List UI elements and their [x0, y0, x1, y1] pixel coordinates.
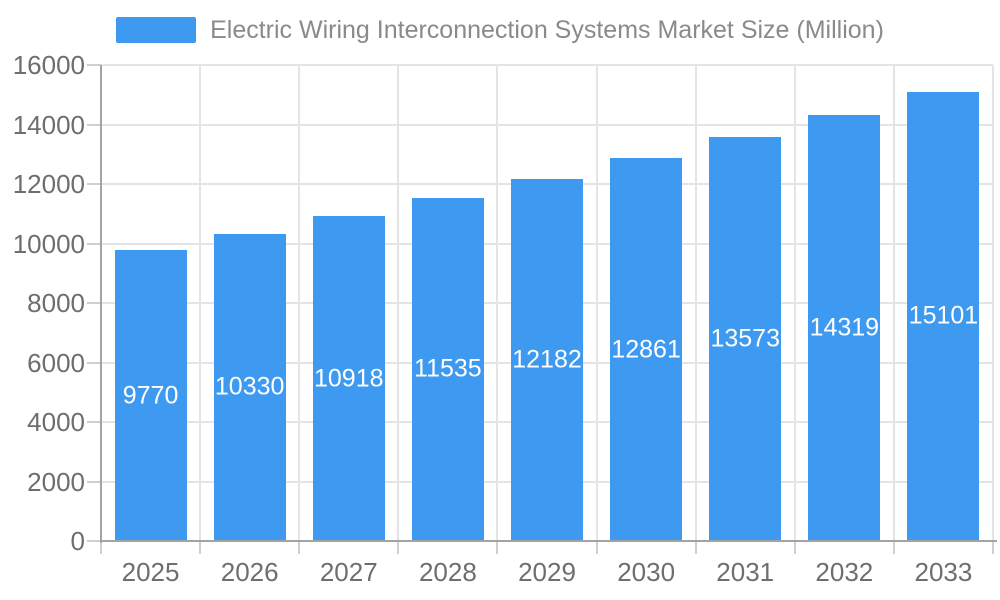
bar-2032[interactable]: 14319: [808, 115, 881, 541]
x-tick-label: 2033: [914, 557, 973, 587]
y-tick-label: 14000: [12, 109, 85, 140]
y-axis-tick: [87, 361, 101, 364]
y-tick-label: 0: [70, 526, 85, 556]
v-gridline: [397, 65, 400, 541]
y-tick-label: 12000: [12, 169, 85, 199]
x-axis-tick: [793, 541, 796, 554]
x-axis-tick: [892, 541, 895, 554]
v-gridline: [892, 65, 895, 541]
h-gridline: [101, 123, 993, 126]
y-axis-tick: [87, 540, 101, 542]
x-tick-label: 2025: [121, 557, 180, 587]
v-gridline: [694, 65, 697, 541]
bar-2030[interactable]: 12861: [610, 158, 683, 541]
bar-value-label: 11535: [414, 354, 482, 383]
v-gridline: [793, 65, 796, 541]
bar-value-label: 10918: [314, 364, 384, 393]
x-axis-tick: [397, 541, 400, 554]
x-axis-tick: [100, 541, 102, 554]
y-tick-label: 8000: [27, 288, 85, 318]
x-tick-label: 2026: [220, 557, 279, 587]
x-axis-tick: [496, 541, 499, 554]
y-axis-tick: [87, 242, 101, 245]
bar-2029[interactable]: 12182: [511, 178, 583, 541]
bar-value-label: 12182: [512, 345, 582, 374]
bar-2025[interactable]: 9770: [114, 250, 187, 541]
x-axis-tick: [298, 541, 301, 554]
bar-value-label: 10330: [214, 372, 285, 401]
x-tick-label: 2030: [617, 557, 676, 587]
bar-2026[interactable]: 10330: [213, 233, 286, 541]
y-axis-line: [100, 65, 102, 543]
x-axis-line: [100, 540, 997, 542]
bar-2028[interactable]: 11535: [411, 197, 484, 541]
y-axis-tick: [87, 183, 101, 185]
x-axis-tick: [992, 541, 994, 554]
y-axis-tick: [87, 421, 101, 423]
x-tick-label: 2032: [815, 557, 874, 587]
x-axis-tick: [694, 541, 697, 554]
y-tick-label: 2000: [27, 466, 85, 497]
x-tick-label: 2027: [319, 557, 378, 587]
bar-2031[interactable]: 13573: [709, 137, 782, 541]
y-axis-tick: [87, 64, 101, 66]
v-gridline: [199, 65, 202, 541]
x-axis-tick: [199, 541, 202, 554]
x-tick-label: 2031: [716, 557, 775, 587]
y-axis-tick: [87, 480, 101, 483]
bar-value-label: 13573: [710, 324, 780, 353]
v-gridline: [595, 65, 598, 541]
y-tick-label: 6000: [27, 347, 85, 378]
x-axis-tick: [595, 541, 598, 554]
chart-legend-item[interactable]: Electric Wiring Interconnection Systems …: [0, 12, 1000, 48]
bar-value-label: 9770: [122, 381, 179, 410]
y-tick-label: 10000: [12, 228, 85, 259]
v-gridline: [992, 65, 994, 541]
legend-label: Electric Wiring Interconnection Systems …: [210, 15, 884, 44]
bar-value-label: 14319: [809, 313, 880, 342]
x-tick-label: 2028: [418, 557, 477, 587]
h-gridline: [101, 64, 993, 66]
bar-value-label: 12861: [611, 335, 681, 364]
y-axis-tick: [87, 302, 101, 304]
bar-value-label: 15101: [908, 301, 979, 330]
v-gridline: [496, 65, 499, 541]
y-tick-label: 4000: [27, 407, 85, 437]
bar-2027[interactable]: 10918: [312, 216, 385, 541]
v-gridline: [298, 65, 301, 541]
x-tick-label: 2029: [518, 557, 576, 587]
y-axis-tick: [87, 123, 101, 126]
y-tick-label: 16000: [12, 50, 85, 80]
bar-2033[interactable]: 15101: [907, 91, 980, 541]
legend-swatch-icon: [116, 17, 197, 43]
